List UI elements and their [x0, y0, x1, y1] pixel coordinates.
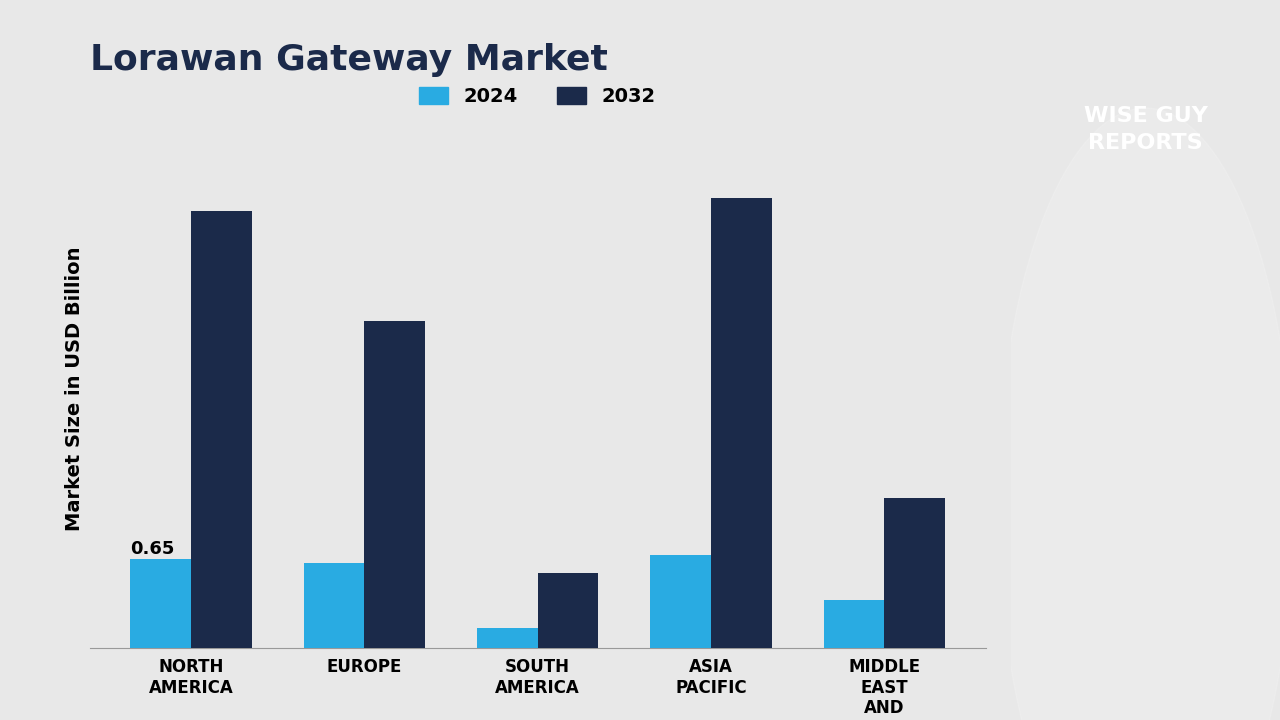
Bar: [365, 320, 425, 648]
Bar: [710, 198, 772, 648]
Bar: [131, 559, 191, 648]
Y-axis label: Market Size in USD Billion: Market Size in USD Billion: [65, 246, 84, 531]
Text: Lorawan Gateway Market: Lorawan Gateway Market: [90, 43, 608, 77]
Bar: [884, 498, 945, 648]
Bar: [477, 628, 538, 648]
Bar: [191, 212, 252, 648]
Bar: [538, 573, 598, 648]
Circle shape: [998, 108, 1280, 720]
Legend: 2024, 2032: 2024, 2032: [410, 77, 666, 116]
Bar: [650, 555, 710, 648]
Bar: [303, 564, 365, 648]
Bar: [823, 600, 884, 648]
Text: WISE GUY
REPORTS: WISE GUY REPORTS: [1084, 107, 1207, 153]
Text: 0.65: 0.65: [131, 540, 174, 558]
